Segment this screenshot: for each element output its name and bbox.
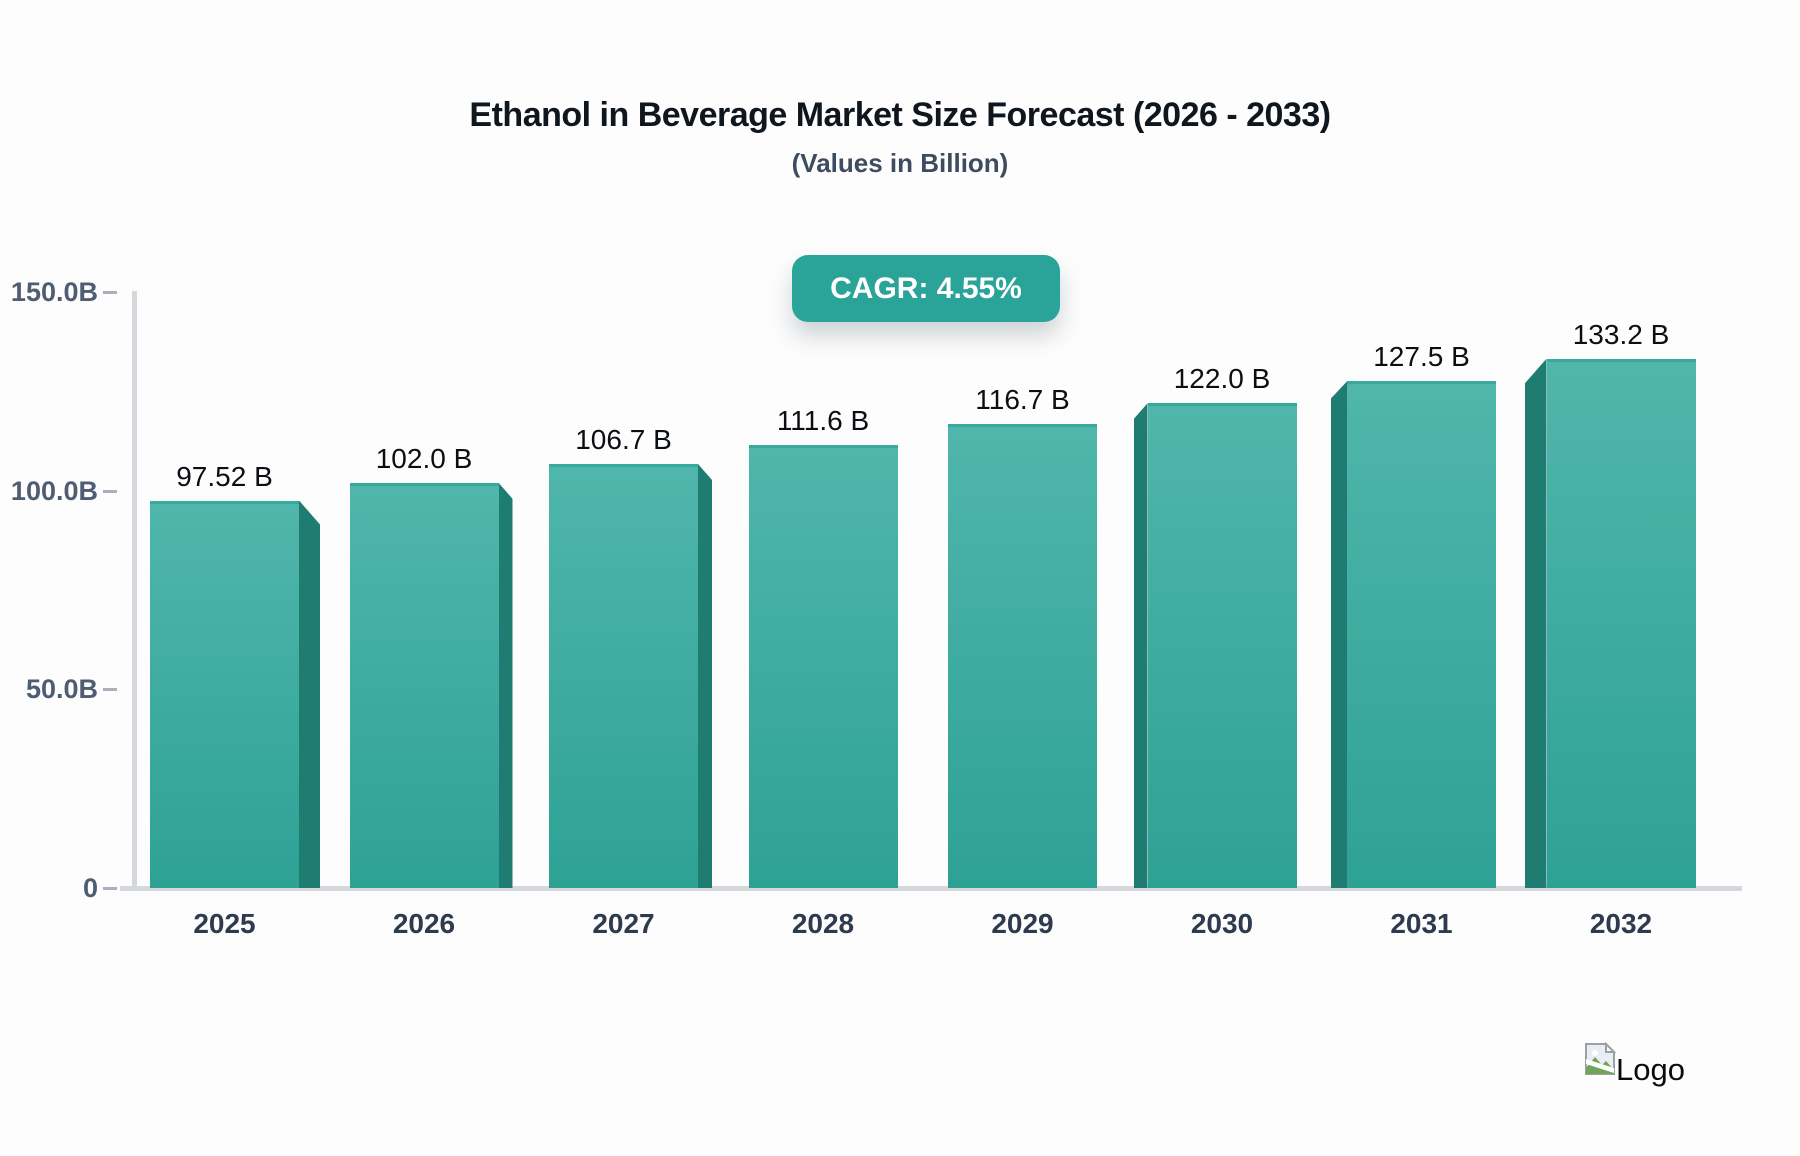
x-axis-label: 2025 [193, 908, 256, 939]
y-tick-label: 0 [82, 873, 98, 903]
bar-value-label: 97.52 B [176, 460, 273, 492]
bar-value-label: 122.0 B [1173, 363, 1271, 395]
bar-value-label: 106.7 B [575, 424, 672, 456]
bar-side-3d [698, 464, 712, 888]
x-axis-label: 2031 [1390, 908, 1453, 939]
chart-title: Ethanol in Beverage Market Size Forecast… [469, 96, 1331, 134]
bar-value-label: 102.0 B [375, 442, 473, 474]
cagr-badge-label: CAGR: 4.55% [830, 271, 1022, 305]
x-axis-label: 2030 [1190, 908, 1254, 939]
bar-side-3d [498, 482, 513, 888]
y-tick-mark [103, 887, 117, 890]
bar-value-label: 111.6 B [776, 404, 870, 436]
bar-face[interactable] [349, 482, 499, 888]
bar-face[interactable] [1546, 358, 1696, 888]
cagr-badge: CAGR: 4.55% [792, 255, 1060, 322]
chart-subtitle: (Values in Billion) [791, 148, 1009, 178]
x-axis-label: 2029 [991, 908, 1054, 939]
logo-container: Logo [1584, 1042, 1685, 1088]
bar-face[interactable] [1347, 381, 1496, 888]
bar-value-label: 133.2 B [1572, 318, 1670, 350]
bar-face[interactable] [549, 464, 698, 888]
y-tick-label: 50.0B [25, 674, 98, 705]
bar-value-label: 116.7 B [975, 384, 1070, 416]
bar-face[interactable] [948, 424, 1097, 888]
bar-value-label: 127.5 B [1373, 341, 1470, 373]
x-axis-label: 2026 [392, 908, 456, 939]
y-tick-mark [103, 688, 117, 692]
x-axis-label: 2027 [592, 908, 655, 939]
broken-image-icon [1585, 1042, 1616, 1075]
bar-face[interactable] [748, 444, 898, 888]
y-tick-label: 150.0B [10, 277, 98, 307]
bar-face[interactable] [150, 500, 299, 888]
bar-side-3d [1524, 358, 1547, 888]
bar-side-3d [1331, 381, 1347, 888]
x-axis-line [120, 886, 1742, 891]
y-tick-mark [103, 291, 117, 294]
bar-side-3d [299, 500, 320, 888]
bar-side-3d [1133, 403, 1148, 888]
bar-face[interactable] [1147, 403, 1297, 888]
y-tick-mark [103, 489, 117, 493]
logo-alt-text: Logo [1616, 1052, 1685, 1087]
x-axis-label: 2028 [791, 908, 855, 939]
y-axis-line [132, 291, 137, 888]
y-tick-label: 100.0B [10, 475, 98, 506]
x-axis-label: 2032 [1589, 908, 1653, 939]
